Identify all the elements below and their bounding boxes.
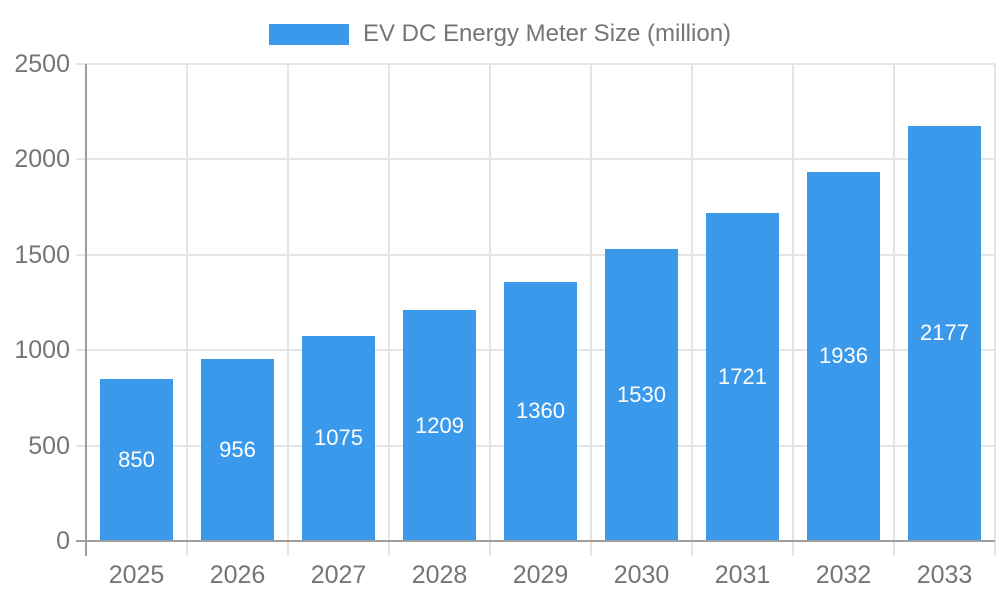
v-gridline (792, 64, 794, 556)
bar-2028[interactable] (403, 310, 476, 541)
bar-2031[interactable] (706, 212, 779, 541)
y-tick-label: 500 (28, 431, 70, 460)
legend-swatch (268, 23, 349, 45)
v-gridline (388, 64, 390, 556)
x-tick-label: 2028 (411, 561, 468, 589)
x-axis-line (76, 540, 995, 542)
x-tick-label: 2030 (613, 561, 670, 589)
bar-2026[interactable] (201, 358, 274, 541)
x-tick-label: 2026 (209, 561, 266, 589)
bar-2032[interactable] (807, 171, 880, 541)
y-tick-label: 1500 (14, 240, 70, 269)
v-gridline (893, 64, 895, 556)
y-axis-line (85, 64, 87, 556)
h-gridline (76, 158, 995, 161)
y-tick-label: 1000 (14, 336, 70, 365)
x-tick-label: 2031 (714, 561, 771, 589)
x-tick-label: 2029 (512, 561, 569, 589)
h-gridline (76, 63, 995, 65)
x-tick-label: 2033 (916, 561, 973, 589)
chart-legend: EV DC Energy Meter Size (million) (0, 20, 1000, 48)
v-gridline (489, 64, 491, 556)
y-tick-label: 2500 (14, 50, 70, 78)
bar-2025[interactable] (100, 378, 173, 541)
x-tick-label: 2032 (815, 561, 872, 589)
x-tick-label: 2027 (310, 561, 367, 589)
x-tick-label: 2025 (108, 561, 165, 589)
bar-2033[interactable] (908, 125, 981, 541)
y-tick-label: 0 (56, 527, 70, 555)
h-gridline (76, 253, 995, 256)
v-gridline (691, 64, 693, 556)
bar-2027[interactable] (302, 335, 375, 541)
legend-item[interactable]: EV DC Energy Meter Size (million) (268, 20, 732, 48)
v-gridline (287, 64, 289, 556)
v-gridline (590, 64, 592, 556)
v-gridline (994, 64, 996, 556)
legend-label: EV DC Energy Meter Size (million) (362, 20, 732, 47)
y-tick-label: 2000 (14, 145, 70, 174)
bar-2029[interactable] (504, 281, 577, 541)
bar-2030[interactable] (605, 249, 678, 541)
v-gridline (186, 64, 188, 556)
